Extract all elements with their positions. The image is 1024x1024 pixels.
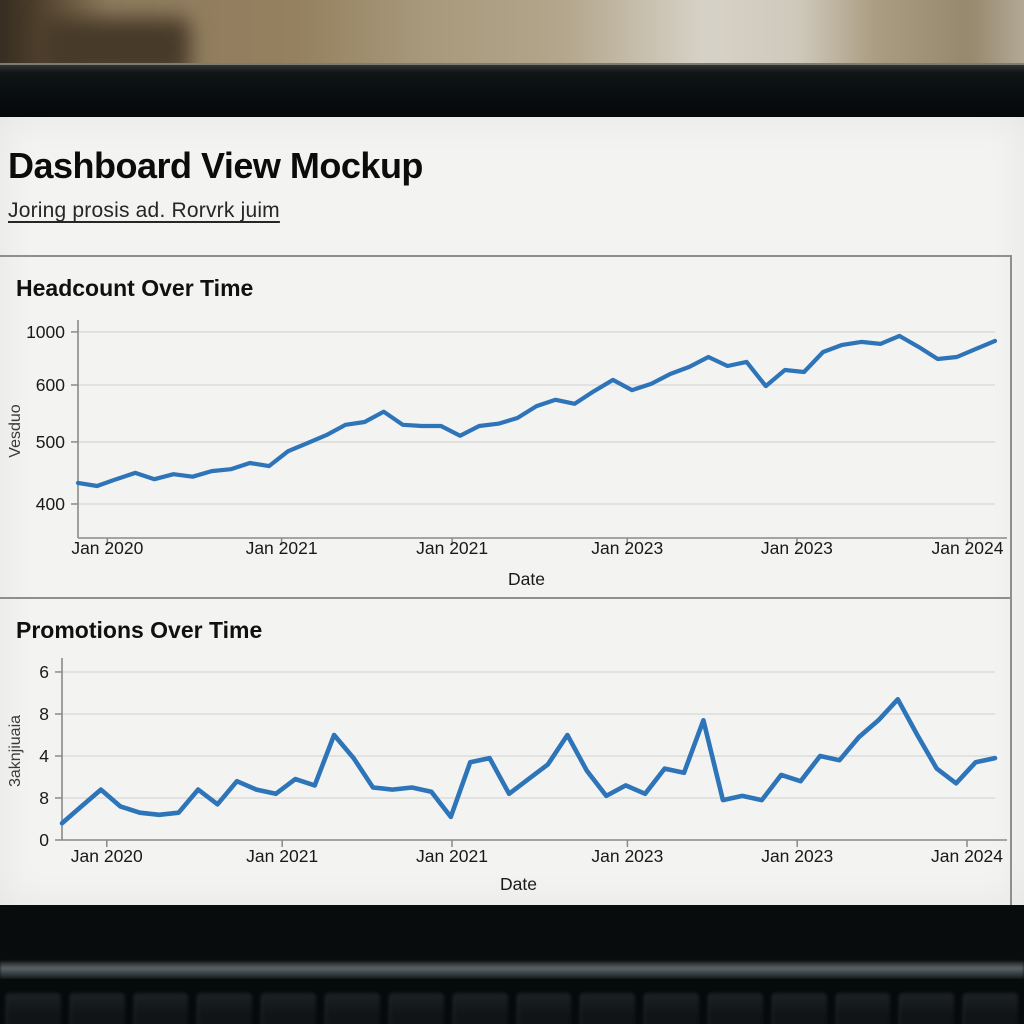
- background-photo: [0, 0, 1024, 63]
- y-tick-label: 4: [39, 746, 49, 766]
- y-tick-label: 500: [36, 432, 65, 452]
- headcount-panel: Headcount Over Time 400 500 600 1000 Jan 202…: [0, 255, 1012, 597]
- x-tick-label: Jan 2023: [761, 538, 833, 558]
- x-tick-label: Jan 2021: [246, 846, 318, 866]
- x-tick-label: Jan 2021: [416, 846, 488, 866]
- page-subtitle: Joring prosis ad. Rorvrk juim: [8, 199, 280, 222]
- promotions-chart-title: Promotions Over Time: [16, 617, 263, 643]
- data-line: [59, 697, 998, 826]
- y-axis-title: Vesduo: [7, 404, 24, 457]
- x-tick-label: Jan 2021: [246, 538, 318, 558]
- chart-svg-0: 400 500 600 1000 Jan 2020 Jan 2021 Jan 2021 Jan…: [7, 320, 1007, 589]
- x-tick-label: Jan 2020: [71, 846, 143, 866]
- x-tick-label: Jan 2023: [591, 846, 663, 866]
- background-object: [40, 18, 190, 63]
- laptop-base: [0, 905, 1024, 1024]
- x-axis-title: Date: [508, 569, 545, 589]
- promotions-panel: Promotions Over Time 0 8 4 8 6 Jan 2020 Jan 20…: [0, 597, 1012, 907]
- y-tick-label: 0: [39, 830, 49, 850]
- laptop-screen: Dashboard View Mockup Joring prosis ad. …: [0, 117, 1024, 907]
- x-tick-label: Jan 2024: [931, 846, 1003, 866]
- promotions-chart: 0 8 4 8 6 Jan 2020 Jan 2021 Jan 2021 Jan 2023 Jan…: [0, 599, 1010, 905]
- keyboard: [6, 993, 1018, 1024]
- y-axis-title: 3aknjiuaia: [7, 715, 24, 787]
- y-tick-label: 600: [36, 375, 65, 395]
- x-tick-label: Jan 2023: [591, 538, 663, 558]
- x-tick-label: Jan 2024: [931, 538, 1003, 558]
- x-tick-label: Jan 2021: [416, 538, 488, 558]
- data-line: [75, 333, 998, 489]
- x-tick-label: Jan 2023: [761, 846, 833, 866]
- y-tick-label: 8: [39, 788, 49, 808]
- laptop-hinge: [0, 961, 1024, 979]
- page-title: Dashboard View Mockup: [8, 145, 423, 186]
- laptop-bezel: [0, 63, 1024, 117]
- x-tick-label: Jan 2020: [71, 538, 143, 558]
- y-tick-label: 6: [39, 662, 49, 682]
- y-tick-label: 400: [36, 494, 65, 514]
- headcount-chart: 400 500 600 1000 Jan 2020 Jan 2021 Jan 2021 Jan…: [0, 257, 1010, 597]
- y-tick-label: 1000: [26, 322, 65, 342]
- x-axis-title: Date: [500, 874, 537, 894]
- headcount-chart-title: Headcount Over Time: [16, 275, 254, 301]
- y-tick-label: 8: [39, 704, 49, 724]
- chart-svg-1: 0 8 4 8 6 Jan 2020 Jan 2021 Jan 2021 Jan 2023 Jan…: [7, 658, 1007, 894]
